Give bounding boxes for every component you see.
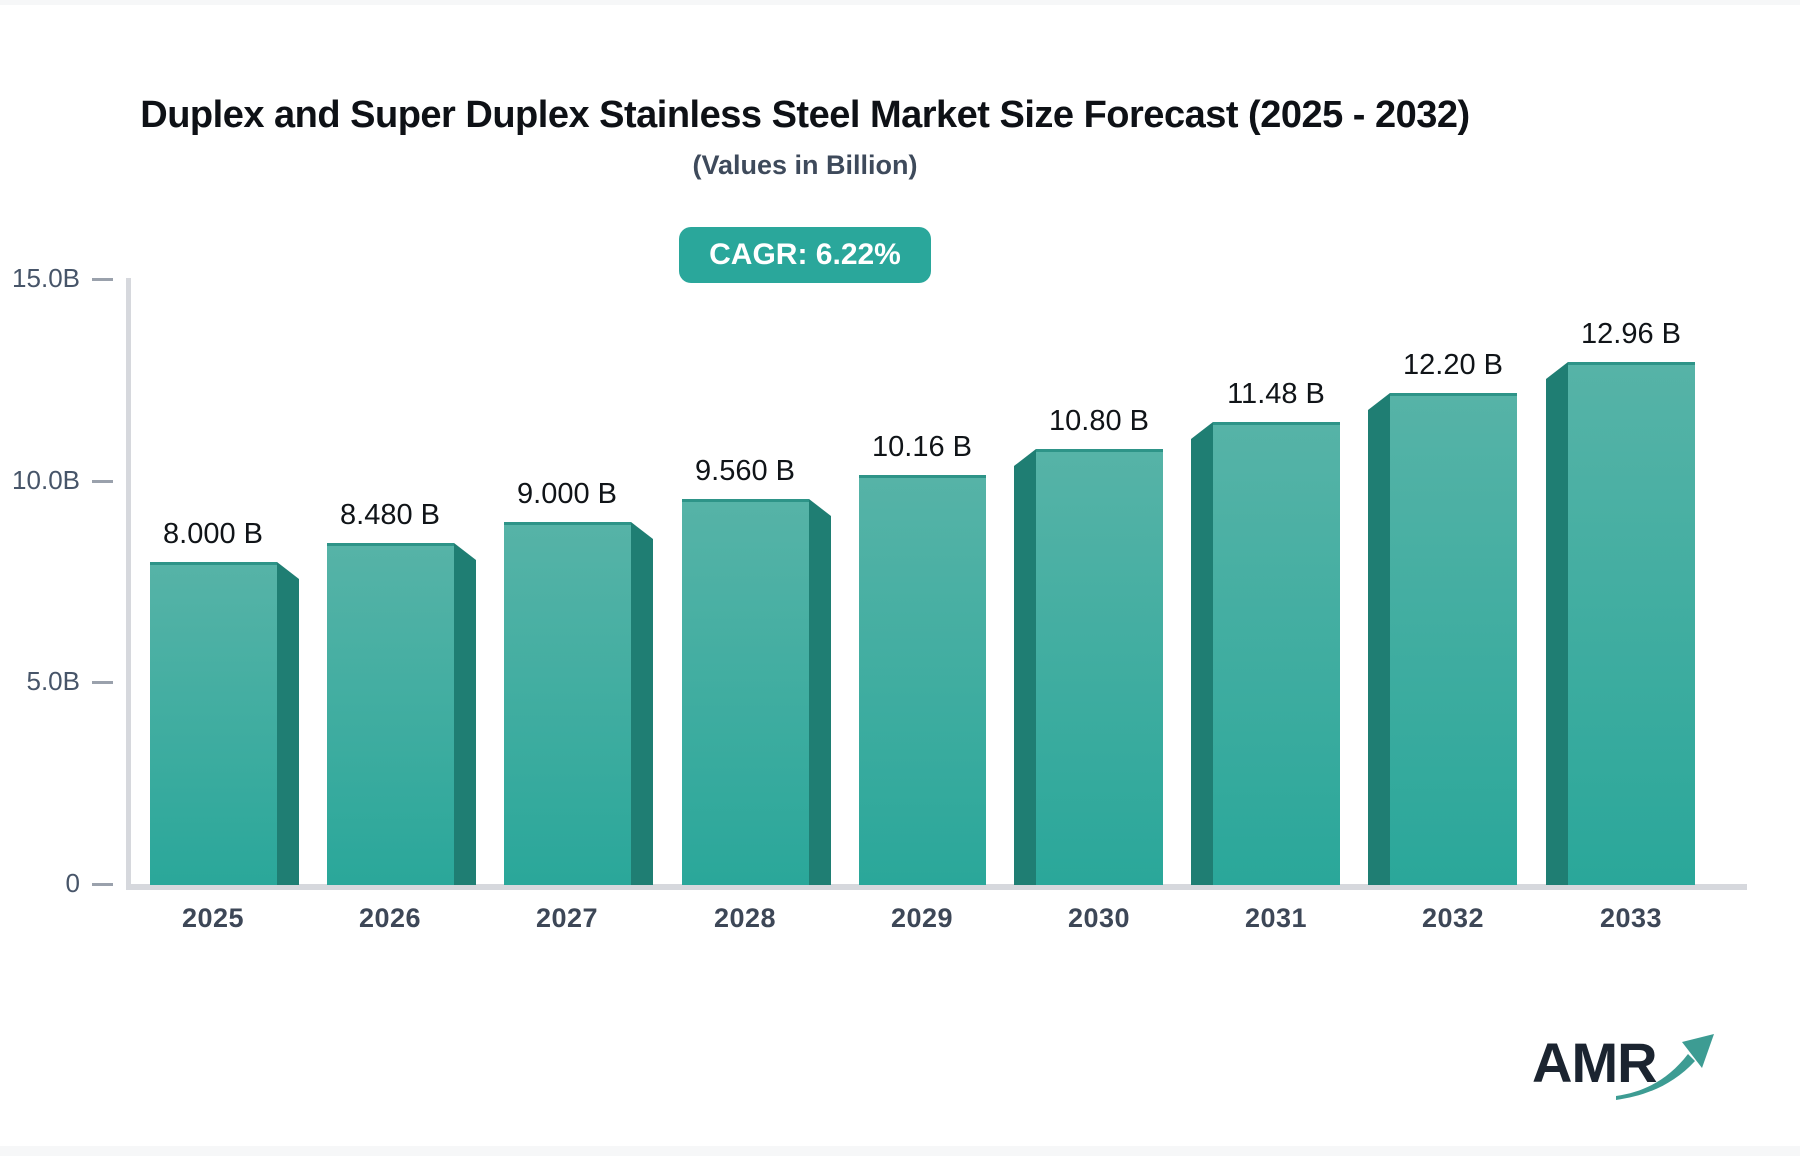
bar-side-panel — [1546, 362, 1568, 885]
x-tick-label-2026: 2026 — [358, 903, 422, 933]
amr-logo: AMR — [1532, 1030, 1722, 1110]
bar-2032 — [1368, 393, 1517, 885]
bar-value-label: 10.16 B — [872, 431, 972, 463]
bar-value-label: 9.000 B — [517, 478, 617, 510]
amr-logo-text: AMR — [1532, 1031, 1658, 1094]
bar-value-label: 12.20 B — [1403, 349, 1503, 381]
growth-arrow-icon — [1616, 1034, 1714, 1100]
y-tick-mark — [92, 479, 113, 483]
x-tick-label-2027: 2027 — [535, 903, 599, 933]
bar-face — [1568, 362, 1695, 885]
x-tick-label-2033: 2033 — [1599, 903, 1663, 933]
chart-subtitle: (Values in Billion) — [692, 150, 918, 180]
y-tick-mark — [92, 681, 113, 685]
bar-face — [682, 499, 809, 885]
bar-value-label: 10.80 B — [1049, 405, 1149, 437]
x-tick-label-2029: 2029 — [890, 903, 954, 933]
bar-value-label: 12.96 B — [1581, 318, 1681, 350]
bar-2026 — [327, 543, 476, 885]
x-tick-label-2031: 2031 — [1244, 903, 1308, 933]
bar-face — [327, 543, 454, 885]
y-tick-label: 10.0B — [12, 464, 80, 495]
bar-side-panel — [277, 562, 299, 885]
bar-value-label: 8.480 B — [340, 499, 440, 531]
bar-2031 — [1191, 422, 1340, 885]
x-tick-label-2032: 2032 — [1421, 903, 1485, 933]
bar-value-label: 11.48 B — [1227, 378, 1325, 410]
y-tick-mark — [92, 278, 113, 281]
bar-face — [859, 475, 986, 885]
bar-2030 — [1014, 449, 1163, 885]
x-tick-label-2030: 2030 — [1067, 903, 1131, 933]
bar-2025 — [150, 562, 299, 885]
y-tick-mark — [92, 883, 113, 886]
y-axis-line — [126, 278, 131, 889]
x-tick-label-2025: 2025 — [181, 903, 245, 933]
bar-2028 — [682, 499, 831, 885]
page-edge-bottom — [0, 1146, 1800, 1156]
bar-2029 — [859, 475, 986, 885]
chart-title: Duplex and Super Duplex Stainless Steel … — [140, 94, 1470, 136]
page-edge-top — [0, 0, 1800, 5]
cagr-badge-band: CAGR: 6.22% — [0, 227, 1610, 283]
y-tick-label: 15.0B — [12, 263, 80, 293]
bar-face — [1036, 449, 1163, 885]
bar-face — [504, 522, 631, 885]
y-tick-label: 0 — [65, 868, 80, 898]
bar-2033 — [1546, 362, 1695, 885]
bar-side-panel — [1014, 449, 1036, 885]
bar-face — [1390, 393, 1517, 885]
bar-side-panel — [454, 543, 476, 885]
bar-side-panel — [1368, 393, 1390, 885]
x-axis-line — [126, 884, 1747, 890]
bar-side-panel — [809, 499, 831, 885]
bar-side-panel — [1191, 422, 1213, 885]
bar-value-label: 8.000 B — [163, 518, 263, 550]
bar-2027 — [504, 522, 653, 885]
bar-face — [150, 562, 277, 885]
x-tick-label-2028: 2028 — [713, 903, 777, 933]
bar-side-panel — [631, 522, 653, 885]
cagr-badge: CAGR: 6.22% — [679, 227, 931, 283]
bar-value-label: 9.560 B — [695, 455, 795, 487]
bar-face — [1213, 422, 1340, 885]
y-tick-label: 5.0B — [26, 666, 81, 697]
